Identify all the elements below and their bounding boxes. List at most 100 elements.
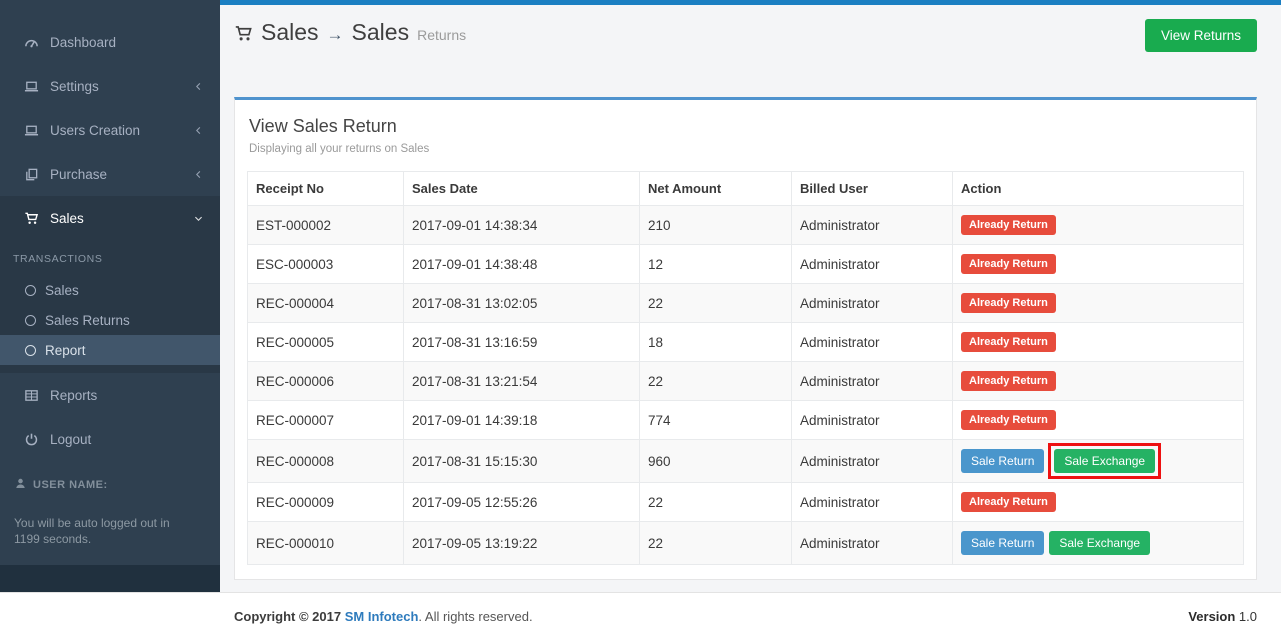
subitem-label: Sales	[45, 282, 79, 298]
sidebar-item-dashboard[interactable]: Dashboard	[0, 20, 220, 64]
sidebar-item-label: Settings	[50, 78, 99, 94]
sidebar-item-reports[interactable]: Reports	[0, 373, 220, 417]
action-cell: Already Return	[952, 322, 1244, 362]
chevron-left-icon	[193, 81, 204, 92]
billed-user-cell: Administrator	[791, 521, 953, 565]
sales-date-cell: 2017-08-31 13:21:54	[403, 361, 640, 401]
action-cell: Sale Return Sale Exchange	[952, 439, 1244, 483]
sales-date-cell: 2017-08-31 13:02:05	[403, 283, 640, 323]
sidebar-item-purchase[interactable]: Purchase	[0, 152, 220, 196]
action-cell: Already Return	[952, 244, 1244, 284]
net-amount-cell: 22	[639, 361, 792, 401]
sale-return-button[interactable]: Sale Return	[961, 531, 1045, 555]
auto-logout-notice: You will be auto logged out in 1199 seco…	[14, 516, 170, 547]
action-cell: Already Return	[952, 482, 1244, 522]
receipt-no-cell: REC-000007	[247, 400, 404, 440]
sales-submenu: TRANSACTIONS Sales Sales Returns Report	[0, 240, 220, 373]
column-header-action: Action	[952, 171, 1244, 206]
net-amount-cell: 960	[639, 439, 792, 483]
billed-user-cell: Administrator	[791, 205, 953, 245]
transactions-section-label: TRANSACTIONS	[13, 253, 103, 265]
subitem-label: Sales Returns	[45, 312, 130, 328]
table-row: REC-000010 2017-09-05 13:19:22 22 Administr…	[247, 521, 1244, 565]
net-amount-cell: 22	[639, 482, 792, 522]
table-row: EST-000002 2017-09-01 14:38:34 210 Administ…	[247, 205, 1244, 245]
already-return-badge: Already Return	[961, 332, 1056, 352]
sales-date-cell: 2017-09-01 14:38:34	[403, 205, 640, 245]
version-value: 1.0	[1238, 608, 1257, 624]
sidebar-item-label: Dashboard	[50, 34, 117, 50]
circle-icon	[25, 344, 36, 356]
already-return-badge: Already Return	[961, 293, 1056, 313]
receipt-no-cell: REC-000008	[247, 439, 404, 483]
table-row: REC-000006 2017-08-31 13:21:54 22 Administr…	[247, 361, 1244, 401]
user-name-label: USER NAME:	[33, 479, 108, 491]
sales-date-cell: 2017-09-05 12:55:26	[403, 482, 640, 522]
sidebar-item-label: Sales	[50, 210, 84, 226]
power-icon	[24, 432, 41, 447]
billed-user-cell: Administrator	[791, 439, 953, 483]
sidebar-subitem-sales-returns[interactable]: Sales Returns	[0, 305, 220, 335]
user-section: USER NAME: You will be auto logged out i…	[0, 461, 220, 565]
billed-user-cell: Administrator	[791, 283, 953, 323]
sale-return-button[interactable]: Sale Return	[961, 449, 1045, 473]
arrow-right-icon: →	[326, 25, 344, 44]
top-accent-line	[220, 0, 1281, 5]
breadcrumb-section: Sales	[261, 19, 319, 45]
circle-icon	[25, 284, 36, 296]
receipt-no-cell: REC-000005	[247, 322, 404, 362]
receipt-no-cell: REC-000009	[247, 482, 404, 522]
panel-subtitle: Displaying all your returns on Sales	[249, 143, 430, 155]
breadcrumb-page-suffix: Returns	[417, 27, 467, 43]
company-link[interactable]: SM Infotech	[344, 608, 419, 624]
sidebar-item-label: Purchase	[50, 166, 108, 182]
already-return-badge: Already Return	[961, 254, 1056, 274]
already-return-badge: Already Return	[961, 410, 1056, 430]
subitem-label: Report	[45, 342, 86, 358]
sidebar-item-users-creation[interactable]: Users Creation	[0, 108, 220, 152]
action-cell: Already Return	[952, 400, 1244, 440]
receipt-no-cell: REC-000010	[247, 521, 404, 565]
circle-icon	[25, 314, 36, 326]
view-returns-button[interactable]: View Returns	[1144, 19, 1257, 52]
sidebar-subitem-report[interactable]: Report	[0, 335, 220, 365]
sales-return-panel: View Sales Return Displaying all your re…	[234, 97, 1257, 580]
sidebar-item-settings[interactable]: Settings	[0, 64, 220, 108]
net-amount-cell: 18	[639, 322, 792, 362]
chevron-left-icon	[193, 169, 204, 180]
copyright-text: Copyright © 2017 SM Infotech. All rights…	[234, 609, 533, 624]
copyright-suffix: . All rights reserved.	[418, 608, 533, 624]
already-return-badge: Already Return	[961, 215, 1056, 235]
sale-exchange-button[interactable]: Sale Exchange	[1054, 449, 1156, 474]
column-header-billed-user: Billed User	[791, 171, 953, 206]
sidebar-item-logout[interactable]: Logout	[0, 417, 220, 461]
receipt-no-cell: EST-000002	[247, 205, 404, 245]
action-cell: Already Return	[952, 283, 1244, 323]
chevron-left-icon	[193, 125, 204, 136]
copyright-prefix: Copyright © 2017	[234, 608, 342, 624]
column-header-receipt-no: Receipt No	[247, 171, 404, 206]
sale-exchange-button[interactable]: Sale Exchange	[1049, 531, 1151, 555]
highlight-annotation: Sale Exchange	[1048, 443, 1162, 480]
sidebar-item-label: Reports	[50, 387, 98, 403]
sidebar-item-sales[interactable]: Sales	[0, 196, 220, 240]
already-return-badge: Already Return	[961, 492, 1056, 512]
receipt-no-cell: ESC-000003	[247, 244, 404, 284]
table-row: REC-000008 2017-08-31 15:15:30 960 Administ…	[247, 439, 1244, 483]
sidebar-subitem-sales[interactable]: Sales	[0, 275, 220, 305]
action-cell: Sale Return Sale Exchange	[952, 521, 1244, 565]
already-return-badge: Already Return	[961, 371, 1056, 391]
table-row: REC-000009 2017-09-05 12:55:26 22 Administr…	[247, 482, 1244, 522]
sales-date-cell: 2017-08-31 15:15:30	[403, 439, 640, 483]
copy-icon	[24, 167, 41, 182]
net-amount-cell: 774	[639, 400, 792, 440]
page-header: Sales → Sales Returns View Returns	[220, 5, 1281, 52]
billed-user-cell: Administrator	[791, 400, 953, 440]
action-cell: Already Return	[952, 205, 1244, 245]
gauge-icon	[24, 35, 41, 50]
action-cell: Already Return	[952, 361, 1244, 401]
table-row: REC-000005 2017-08-31 13:16:59 18 Administr…	[247, 322, 1244, 362]
user-icon	[14, 477, 27, 493]
main-content: Sales → Sales Returns View Returns View …	[220, 0, 1281, 592]
column-header-sales-date: Sales Date	[403, 171, 640, 206]
